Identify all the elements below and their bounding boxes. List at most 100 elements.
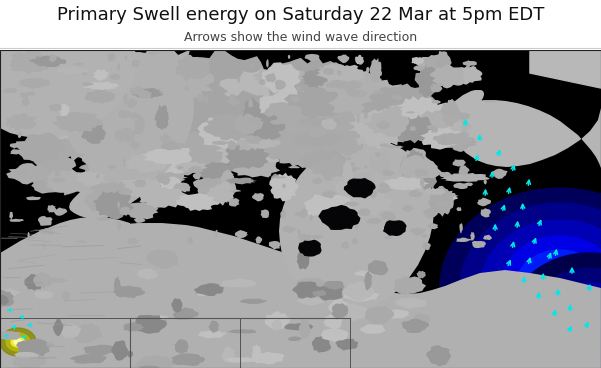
Polygon shape bbox=[16, 339, 51, 358]
Polygon shape bbox=[316, 284, 343, 301]
Polygon shape bbox=[308, 125, 326, 138]
Polygon shape bbox=[111, 340, 128, 361]
Polygon shape bbox=[257, 136, 259, 144]
Polygon shape bbox=[398, 155, 441, 179]
Polygon shape bbox=[415, 64, 438, 97]
Polygon shape bbox=[10, 149, 25, 155]
Polygon shape bbox=[229, 159, 280, 177]
Ellipse shape bbox=[530, 268, 601, 368]
Polygon shape bbox=[349, 89, 368, 98]
Polygon shape bbox=[242, 113, 285, 141]
Polygon shape bbox=[240, 299, 267, 304]
Polygon shape bbox=[328, 77, 410, 129]
Polygon shape bbox=[44, 139, 56, 159]
Polygon shape bbox=[352, 238, 358, 244]
Polygon shape bbox=[472, 241, 486, 248]
Polygon shape bbox=[126, 98, 137, 108]
Polygon shape bbox=[339, 118, 349, 126]
Polygon shape bbox=[466, 60, 470, 68]
Polygon shape bbox=[123, 94, 127, 105]
Ellipse shape bbox=[562, 295, 601, 341]
Polygon shape bbox=[173, 307, 199, 320]
Polygon shape bbox=[185, 86, 189, 91]
Polygon shape bbox=[423, 209, 438, 219]
Polygon shape bbox=[22, 96, 29, 107]
Polygon shape bbox=[43, 243, 46, 250]
Polygon shape bbox=[272, 176, 287, 178]
Ellipse shape bbox=[574, 305, 601, 331]
Polygon shape bbox=[220, 169, 236, 195]
Polygon shape bbox=[343, 282, 375, 301]
Polygon shape bbox=[212, 141, 228, 145]
Polygon shape bbox=[300, 208, 307, 219]
Polygon shape bbox=[118, 181, 125, 192]
Polygon shape bbox=[196, 90, 285, 145]
Polygon shape bbox=[38, 216, 53, 226]
Polygon shape bbox=[343, 194, 355, 206]
Polygon shape bbox=[288, 336, 302, 341]
Polygon shape bbox=[296, 118, 346, 126]
Polygon shape bbox=[0, 289, 20, 296]
Polygon shape bbox=[155, 172, 188, 183]
Polygon shape bbox=[321, 118, 338, 130]
Polygon shape bbox=[47, 278, 67, 283]
Polygon shape bbox=[421, 234, 427, 238]
Polygon shape bbox=[356, 114, 359, 124]
Polygon shape bbox=[225, 357, 258, 363]
Polygon shape bbox=[401, 319, 429, 333]
Polygon shape bbox=[108, 44, 215, 111]
Polygon shape bbox=[530, 50, 601, 88]
Polygon shape bbox=[430, 64, 465, 88]
Polygon shape bbox=[477, 198, 491, 206]
Polygon shape bbox=[211, 117, 260, 124]
Polygon shape bbox=[412, 229, 424, 236]
Polygon shape bbox=[133, 315, 167, 334]
Polygon shape bbox=[322, 190, 337, 198]
Polygon shape bbox=[114, 128, 135, 142]
Polygon shape bbox=[483, 180, 487, 184]
Polygon shape bbox=[406, 149, 426, 175]
Polygon shape bbox=[320, 159, 331, 163]
Polygon shape bbox=[365, 306, 394, 324]
Polygon shape bbox=[438, 172, 453, 177]
Polygon shape bbox=[225, 143, 269, 169]
Polygon shape bbox=[246, 136, 262, 144]
Polygon shape bbox=[73, 63, 84, 65]
Polygon shape bbox=[323, 281, 345, 290]
Polygon shape bbox=[228, 94, 236, 101]
Polygon shape bbox=[135, 355, 175, 368]
Polygon shape bbox=[125, 135, 130, 142]
Polygon shape bbox=[297, 149, 349, 170]
Polygon shape bbox=[394, 276, 426, 296]
Polygon shape bbox=[133, 116, 145, 135]
Polygon shape bbox=[310, 235, 323, 239]
Polygon shape bbox=[217, 133, 225, 137]
Polygon shape bbox=[16, 132, 66, 164]
Polygon shape bbox=[79, 113, 92, 131]
Polygon shape bbox=[258, 79, 266, 85]
Polygon shape bbox=[360, 324, 385, 334]
Polygon shape bbox=[400, 156, 410, 180]
Polygon shape bbox=[247, 86, 329, 138]
Polygon shape bbox=[198, 330, 227, 338]
Polygon shape bbox=[271, 320, 282, 330]
Polygon shape bbox=[428, 55, 442, 61]
Polygon shape bbox=[375, 152, 380, 157]
Polygon shape bbox=[413, 66, 426, 71]
Polygon shape bbox=[409, 190, 423, 197]
Polygon shape bbox=[52, 112, 105, 133]
Polygon shape bbox=[432, 189, 457, 202]
Polygon shape bbox=[270, 119, 284, 125]
Polygon shape bbox=[296, 86, 302, 92]
Polygon shape bbox=[93, 69, 109, 81]
Polygon shape bbox=[373, 90, 384, 95]
Polygon shape bbox=[204, 113, 254, 141]
Polygon shape bbox=[53, 169, 72, 191]
Polygon shape bbox=[316, 64, 368, 83]
Polygon shape bbox=[0, 331, 22, 341]
Polygon shape bbox=[28, 232, 30, 241]
Polygon shape bbox=[365, 165, 367, 169]
Polygon shape bbox=[437, 137, 445, 145]
Polygon shape bbox=[126, 351, 133, 357]
Polygon shape bbox=[390, 95, 403, 100]
